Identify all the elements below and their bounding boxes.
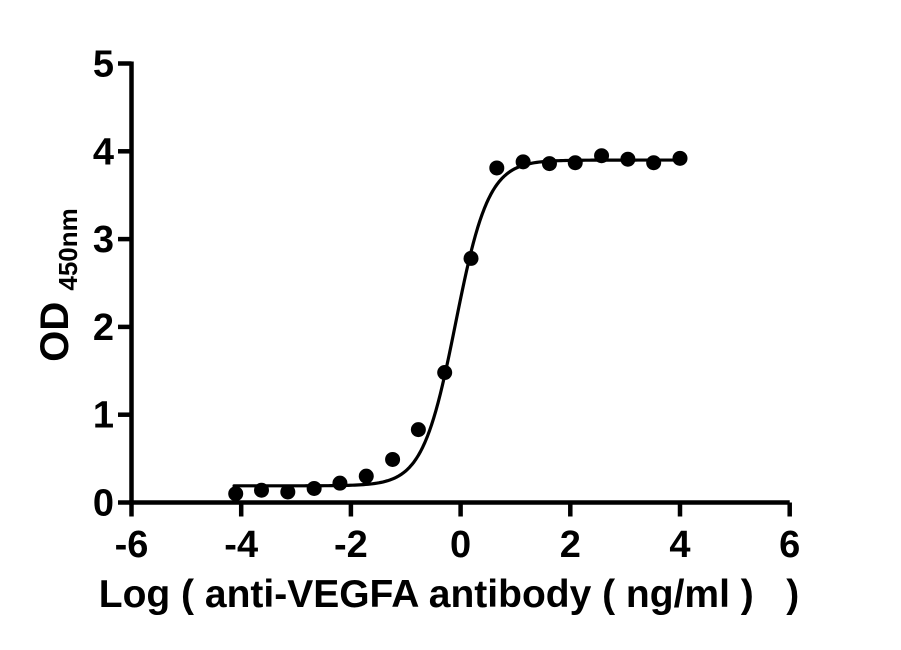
data-point xyxy=(385,451,401,467)
y-tick-label: 2 xyxy=(93,307,114,349)
data-point xyxy=(541,156,557,172)
fit-curve-path xyxy=(232,158,684,488)
y-tick-label: 4 xyxy=(93,131,114,173)
data-point xyxy=(515,154,531,170)
x-tick-label: 4 xyxy=(669,524,690,566)
y-tick-label: 5 xyxy=(93,44,114,86)
data-point xyxy=(280,484,296,500)
x-tick-label: -2 xyxy=(334,524,368,566)
data-point xyxy=(228,486,244,502)
x-tick-label: -4 xyxy=(224,524,258,566)
x-tick-label: 6 xyxy=(779,524,800,566)
axes xyxy=(118,61,792,517)
y-tick-label: 1 xyxy=(93,395,114,437)
y-axis-label-main: OD xyxy=(33,302,77,362)
data-points xyxy=(228,148,688,502)
data-point xyxy=(306,480,322,496)
data-point xyxy=(620,151,636,167)
data-point xyxy=(437,365,453,381)
data-point xyxy=(253,482,269,498)
x-tick-label: 2 xyxy=(560,524,581,566)
x-axis-label: Log ( anti-VEGFA antibody ( ng/ml ) ) xyxy=(99,573,800,616)
data-point xyxy=(463,250,479,266)
data-point xyxy=(358,468,374,484)
y-tick-label: 0 xyxy=(93,483,114,525)
x-tick-label: 0 xyxy=(450,524,471,566)
y-tick-label: 3 xyxy=(93,219,114,261)
data-point xyxy=(332,475,348,491)
data-point xyxy=(672,150,688,166)
y-axis-label-subscript: 450nm xyxy=(53,208,83,290)
y-axis-label: OD 450nm xyxy=(33,208,83,362)
data-point xyxy=(489,160,505,176)
tick-labels: 0 1 2 3 4 5 -6 -4 -2 0 2 4 6 xyxy=(93,44,800,567)
data-point xyxy=(646,155,662,171)
data-point xyxy=(567,155,583,171)
x-tick-label: -6 xyxy=(115,524,149,566)
data-point xyxy=(410,422,426,438)
fit-curve xyxy=(232,158,684,488)
data-point xyxy=(594,148,610,164)
